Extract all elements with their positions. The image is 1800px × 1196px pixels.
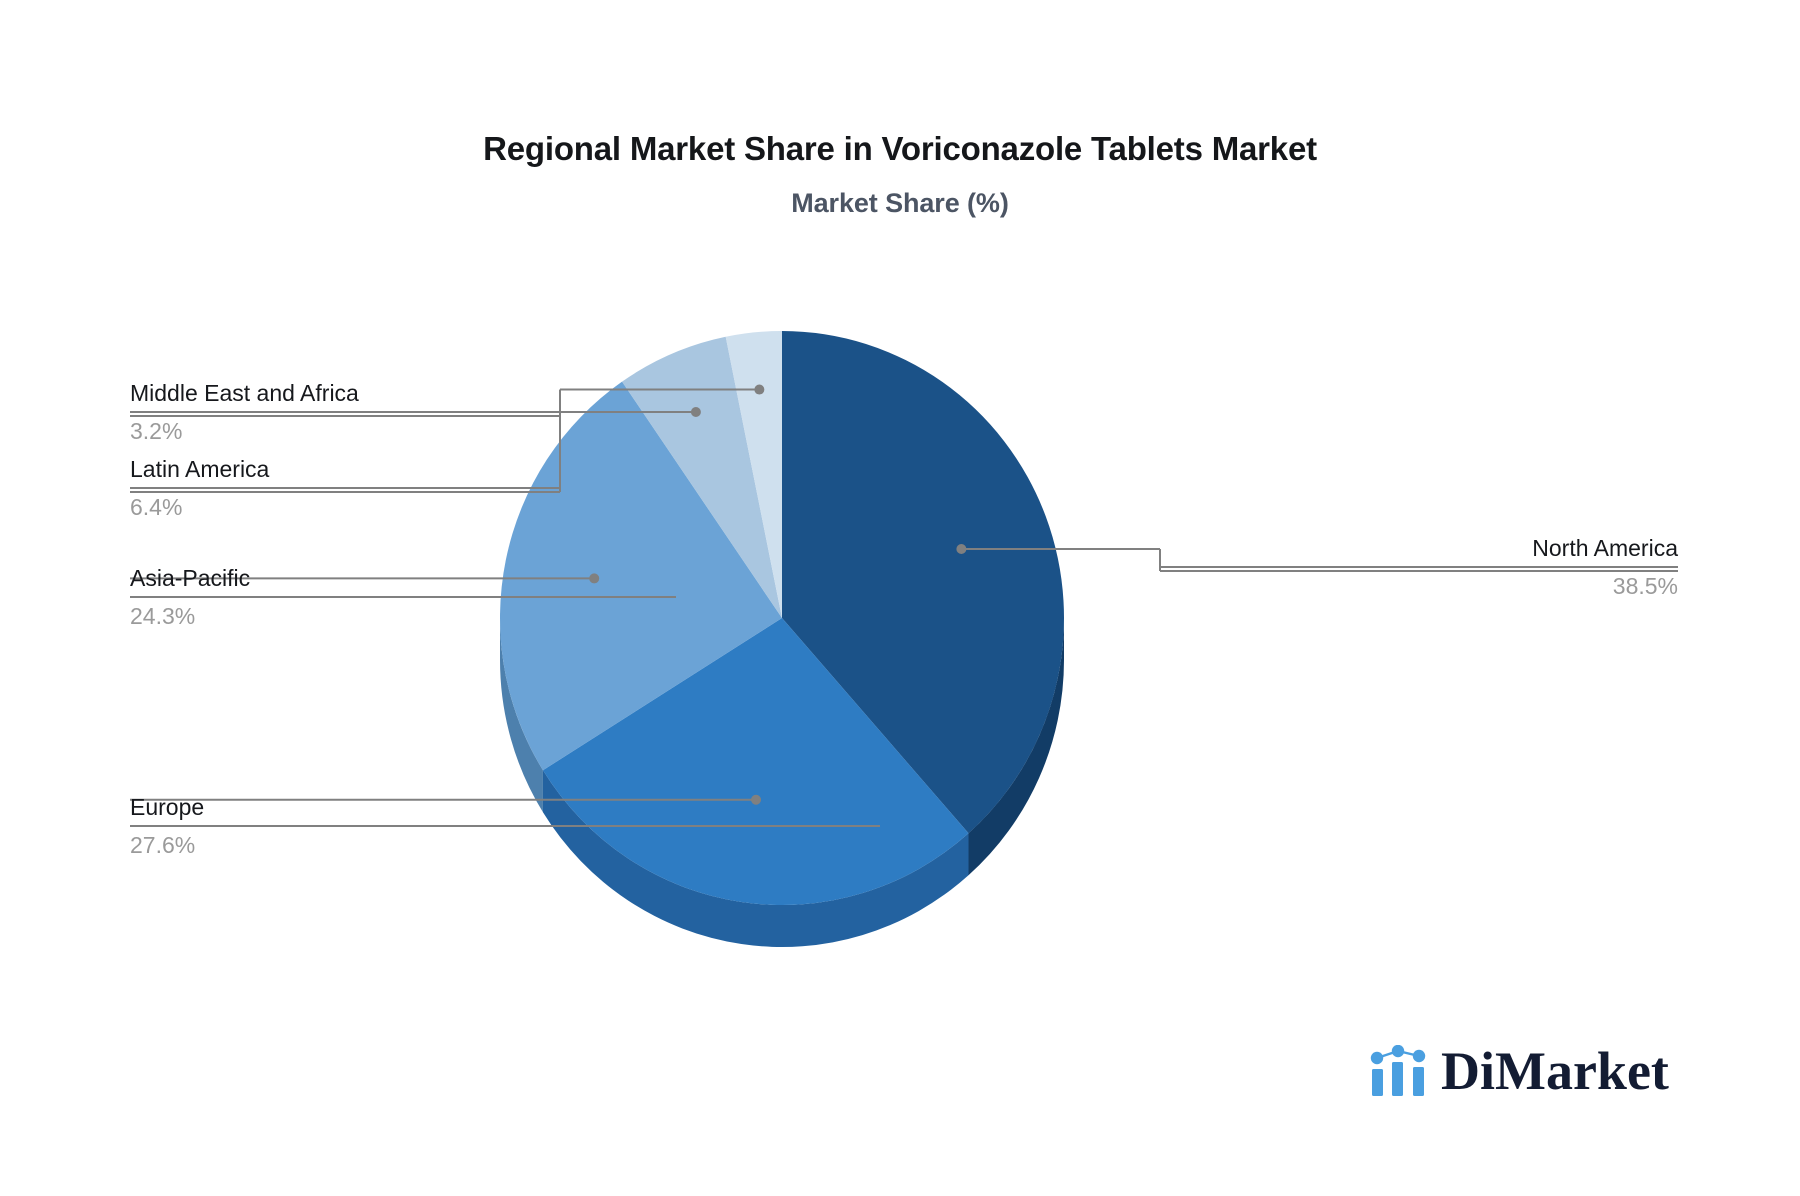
callout-value: 3.2% [130,418,183,444]
callout-middle-east-and-africa: Middle East and Africa 3.2% [130,378,560,447]
callout-label: Asia-Pacific [130,565,251,591]
callout-label: Middle East and Africa [130,380,359,406]
callout-value: 6.4% [130,494,183,520]
pie-slice-side [968,618,1064,876]
callout-rule [1160,566,1678,568]
pie-slice-middle-east-and-africa[interactable] [725,331,782,618]
callout-label: North America [1532,535,1678,561]
dimarket-logo: DiMarket [1370,1043,1669,1099]
logo-text: DiMarket [1441,1041,1669,1101]
callout-europe: Europe 27.6% [130,792,880,861]
callout-asia-pacific: Asia-Pacific 24.3% [130,563,676,632]
pie-slice-side [500,618,543,813]
chart-subtitle: Market Share (%) [791,188,1009,218]
bar-chart-icon [1370,1045,1426,1096]
callout-rule [130,487,560,489]
pie-slice-europe[interactable] [542,618,969,905]
callout-value: 24.3% [130,603,196,629]
callout-label: Latin America [130,456,270,482]
callout-rule [130,411,560,413]
pie-slice-north-america[interactable] [782,331,1064,834]
callout-value: 38.5% [1612,573,1678,599]
pie-slice-asia-pacific[interactable] [499,381,782,771]
callout-label: Europe [130,794,205,820]
chart-title: Regional Market Share in Voriconazole Ta… [483,130,1317,167]
pie-3d-sides [500,618,1064,948]
callout-value: 27.6% [130,832,196,858]
callout-north-america: North America 38.5% [1160,533,1678,602]
pie-slice-side [542,770,969,948]
callout-rule [130,596,676,598]
callout-latin-america: Latin America 6.4% [130,454,560,523]
pie-slices [499,331,1064,905]
callout-rule [130,825,880,827]
pie-slice-latin-america[interactable] [622,336,782,618]
leader-lines [130,384,1678,805]
